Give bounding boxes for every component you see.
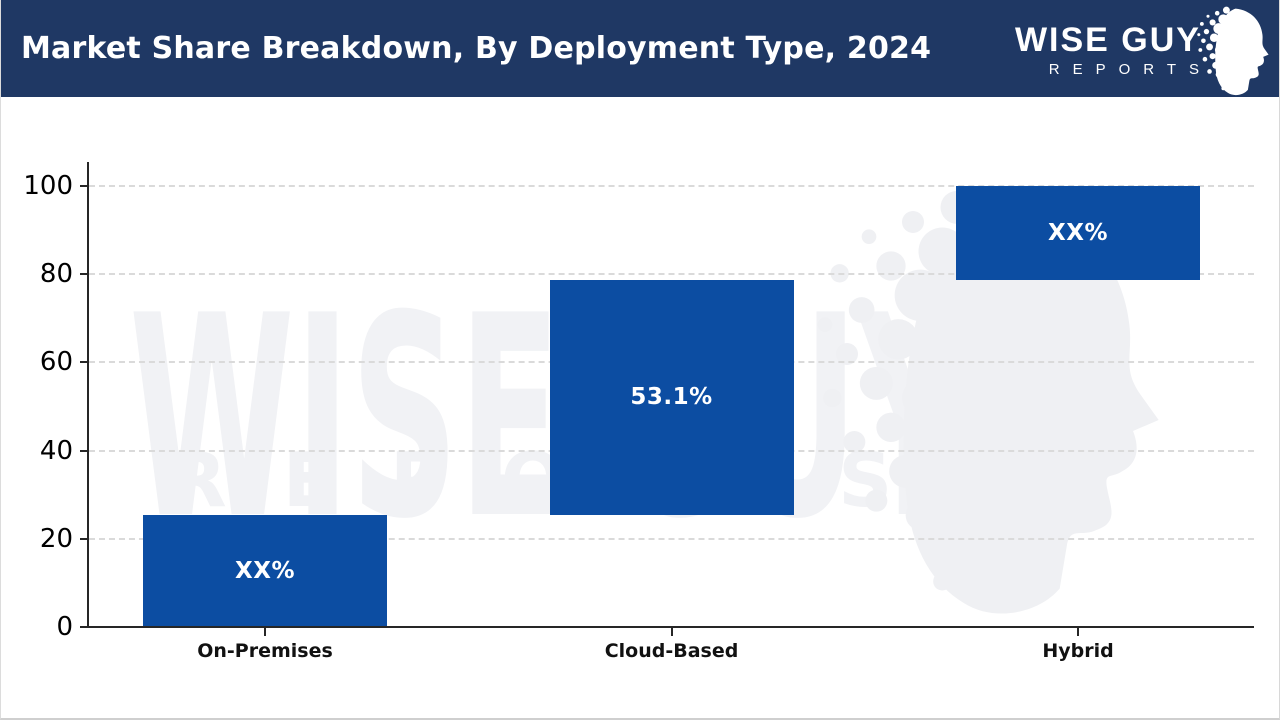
logo-subtext: REPORTS	[1048, 61, 1212, 78]
y-tick-mark	[80, 626, 88, 628]
x-category-label: On-Premises	[197, 640, 333, 662]
bar-value-label: XX%	[1047, 220, 1108, 247]
y-tick-label: 0	[56, 612, 73, 642]
y-tick-mark	[80, 449, 88, 452]
x-tick-mark	[670, 628, 673, 636]
logo-wordmark: WISE GUY	[1014, 21, 1201, 59]
x-tick-mark	[1077, 628, 1079, 636]
chart-canvas: WISE GUY REPORTS XX%53.1%XX% 02040608010…	[1, 97, 1279, 718]
bar-value-label: 53.1%	[630, 384, 713, 411]
y-tick-label: 80	[39, 259, 73, 290]
bar-cloud-based: 53.1%	[549, 280, 794, 515]
gridline-100	[89, 185, 1254, 187]
y-tick-label: 20	[39, 523, 73, 554]
wiseguy-face-icon	[1189, 4, 1273, 96]
bar-value-label: XX%	[234, 557, 295, 584]
y-tick-label: 40	[39, 435, 73, 466]
y-tick-mark	[80, 273, 88, 276]
bar-on-premises: XX%	[143, 514, 387, 627]
y-tick-mark	[80, 185, 88, 187]
y-tick-label: 60	[39, 347, 73, 378]
y-tick-mark	[80, 537, 88, 540]
y-tick-label: 100	[23, 171, 73, 201]
page-title: Market Share Breakdown, By Deployment Ty…	[21, 31, 932, 66]
x-tick-mark	[264, 628, 266, 636]
header-bar: Market Share Breakdown, By Deployment Ty…	[1, 0, 1279, 97]
gridline-80	[89, 273, 1254, 276]
bar-hybrid: XX%	[956, 186, 1200, 281]
brand-logo: WISE GUY REPORTS	[1015, 23, 1199, 77]
y-axis-line	[87, 162, 89, 628]
x-category-label: Hybrid	[1042, 640, 1114, 662]
x-category-label: Cloud-Based	[604, 640, 739, 662]
y-tick-mark	[80, 361, 88, 364]
x-axis-line	[87, 626, 1254, 628]
gridline-20	[89, 537, 1254, 540]
